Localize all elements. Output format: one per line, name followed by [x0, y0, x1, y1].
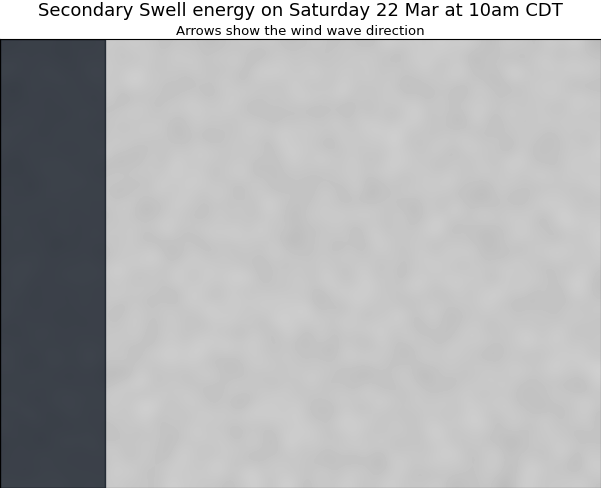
- Text: Arrows show the wind wave direction: Arrows show the wind wave direction: [176, 25, 425, 38]
- Text: Secondary Swell energy on Saturday 22 Mar at 10am CDT: Secondary Swell energy on Saturday 22 Ma…: [38, 2, 563, 20]
- Polygon shape: [0, 40, 105, 488]
